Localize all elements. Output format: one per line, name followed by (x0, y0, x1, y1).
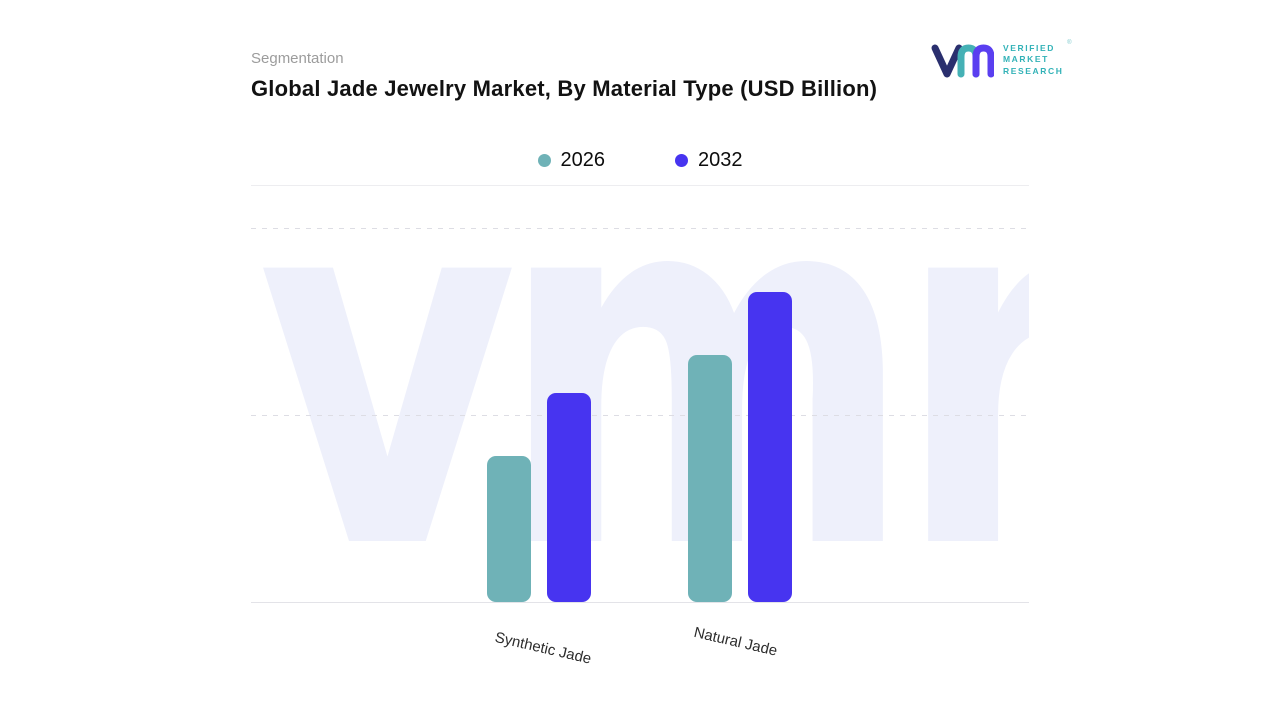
bar-synthetic-jade-2026 (487, 456, 531, 602)
legend-item-2032: 2032 (675, 149, 743, 172)
legend-swatch-2026 (537, 154, 551, 167)
chart-legend: 2026 2032 (251, 149, 1029, 172)
chart-title: Global Jade Jewelry Market, By Material … (251, 76, 878, 101)
x-axis-label-natural-jade: Natural Jade (692, 624, 779, 660)
legend-swatch-2032 (675, 154, 688, 167)
legend-divider (251, 185, 1029, 186)
legend-label-2032: 2032 (698, 149, 743, 171)
x-axis-label-synthetic-jade: Synthetic Jade (493, 629, 593, 668)
logo-line-verified: VERIFIED (1003, 43, 1056, 54)
vmr-logo-text: VERIFIED MARKET RESEARCH ® (1003, 40, 1072, 76)
eyebrow-segmentation: Segmentation (251, 50, 344, 67)
vmr-logo-mark (931, 44, 994, 78)
bar-synthetic-jade-2032 (547, 392, 591, 602)
bar-group-natural-jade (688, 228, 792, 602)
logo-line-research: RESEARCH (1003, 65, 1064, 76)
legend-label-2026: 2026 (560, 149, 606, 171)
registered-mark: ® (1067, 40, 1072, 47)
gridline-middle (251, 415, 1029, 416)
plot-area: vmr (251, 228, 1029, 603)
bar-natural-jade-2026 (688, 355, 732, 602)
bar-natural-jade-2032 (748, 291, 792, 602)
vmr-logo: VERIFIED MARKET RESEARCH ® (930, 40, 1072, 80)
logo-line-market: MARKET (1003, 54, 1049, 65)
bar-group-synthetic-jade (487, 228, 591, 602)
legend-item-2026: 2026 (537, 149, 606, 172)
gridline-top (251, 228, 1029, 229)
